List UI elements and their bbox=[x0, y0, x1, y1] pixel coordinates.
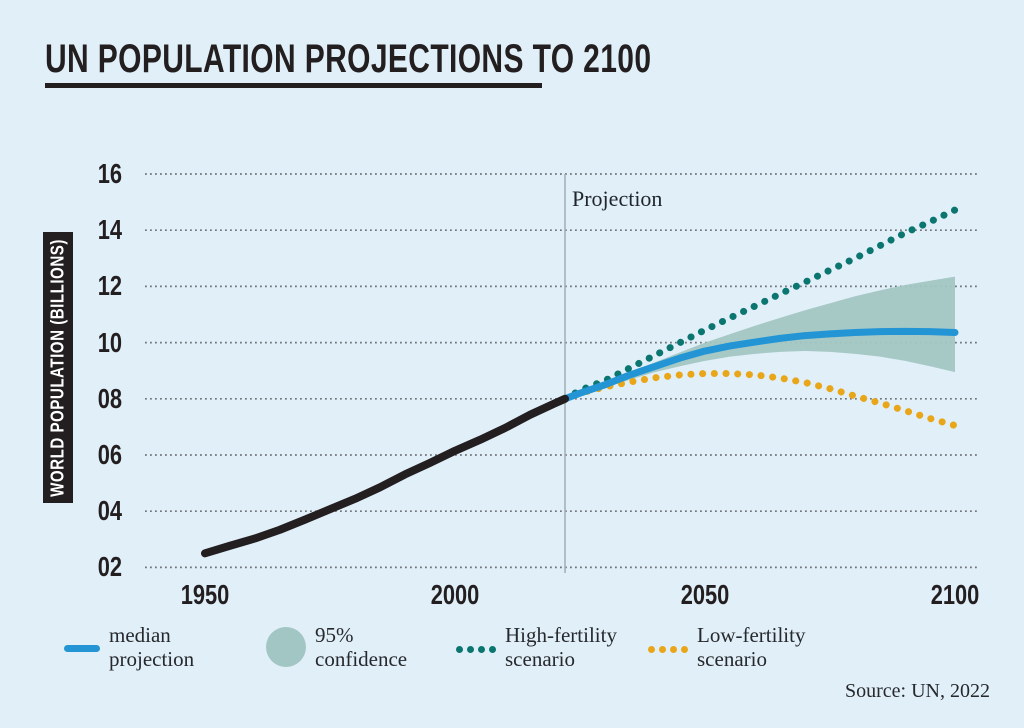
y-tick-label: 02 bbox=[97, 551, 122, 583]
y-tick-label: 10 bbox=[97, 326, 122, 358]
series-low-fertility-scenario bbox=[561, 370, 959, 429]
y-tick-label: 16 bbox=[97, 158, 122, 189]
y-axis-label: WORLD POPULATION (BILLIONS) bbox=[47, 238, 68, 497]
legend-item-high-fertility: High-fertility scenario bbox=[456, 623, 617, 671]
x-tick-label: 2050 bbox=[680, 579, 730, 610]
legend-label-median-projection: median projection bbox=[109, 623, 195, 671]
y-tick-label: 04 bbox=[97, 495, 122, 527]
legend-label-low-fertility: Low-fertility scenario bbox=[697, 623, 806, 671]
y-tick-label: 12 bbox=[97, 270, 122, 302]
series-median-projection bbox=[561, 327, 959, 403]
x-tick-label: 1950 bbox=[180, 579, 230, 610]
projection-annotation: Projection bbox=[572, 186, 663, 211]
confidence-band bbox=[565, 276, 955, 399]
high-fertility-dots-swatch bbox=[456, 646, 496, 671]
x-tick-label: 2000 bbox=[430, 579, 480, 610]
confidence-band-swatch bbox=[266, 627, 306, 667]
series-high-fertility-scenario bbox=[561, 206, 959, 403]
x-tick-label: 2100 bbox=[930, 579, 980, 610]
low-fertility-dots-swatch bbox=[648, 646, 688, 671]
page-title: UN POPULATION PROJECTIONS TO 2100 bbox=[45, 37, 652, 81]
y-tick-label: 06 bbox=[97, 439, 122, 470]
series-historical-population bbox=[201, 394, 569, 558]
y-axis-label-box: WORLD POPULATION (BILLIONS) bbox=[43, 232, 73, 503]
legend-item-median-projection: median projection bbox=[64, 623, 195, 671]
median-line-swatch bbox=[64, 645, 100, 652]
legend-label-95-confidence: 95% confidence bbox=[315, 623, 408, 671]
y-tick-label: 14 bbox=[97, 214, 122, 246]
source-attribution: Source: UN, 2022 bbox=[845, 680, 990, 702]
title-underline bbox=[45, 83, 542, 88]
legend-item-95-confidence: 95% confidence bbox=[266, 623, 408, 671]
y-tick-label: 08 bbox=[97, 382, 122, 414]
legend-label-high-fertility: High-fertility scenario bbox=[505, 623, 617, 671]
legend-item-low-fertility: Low-fertility scenario bbox=[648, 623, 806, 671]
